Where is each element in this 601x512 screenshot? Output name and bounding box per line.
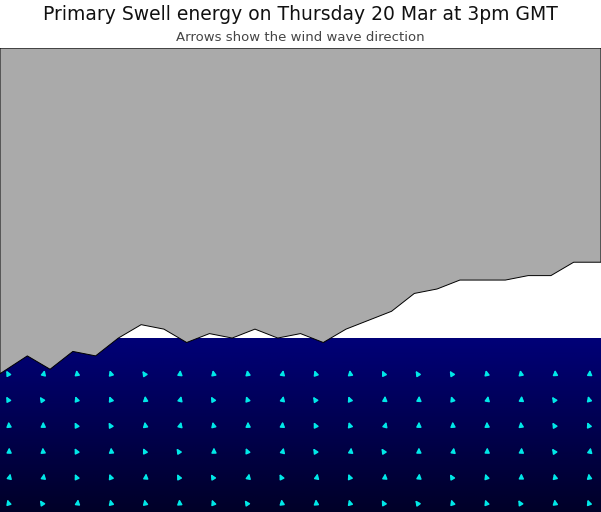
Text: Primary Swell energy on Thursday 20 Mar at 3pm GMT: Primary Swell energy on Thursday 20 Mar …: [43, 5, 558, 24]
Text: Arrows show the wind wave direction: Arrows show the wind wave direction: [176, 31, 425, 44]
Polygon shape: [0, 48, 601, 374]
